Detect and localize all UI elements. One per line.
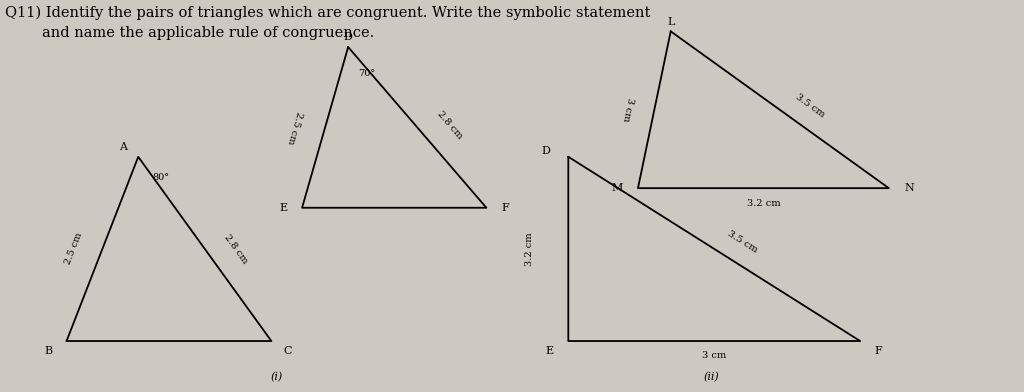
Text: 3.5 cm: 3.5 cm [795,93,826,119]
Text: 2.5 cm: 2.5 cm [63,232,84,266]
Text: C: C [284,346,292,356]
Text: D: D [344,32,352,42]
Text: (ii): (ii) [703,372,720,382]
Text: (i): (i) [270,372,283,382]
Text: D: D [542,146,550,156]
Text: N: N [904,183,914,193]
Text: F: F [501,203,509,213]
Text: 2.8 cm: 2.8 cm [436,110,464,141]
Text: 3 cm: 3 cm [621,97,635,123]
Text: E: E [546,346,554,356]
Text: 3.2 cm: 3.2 cm [525,232,534,266]
Text: Q11) Identify the pairs of triangles which are congruent. Write the symbolic sta: Q11) Identify the pairs of triangles whi… [5,6,650,40]
Text: B: B [44,346,52,356]
Text: 3.2 cm: 3.2 cm [746,199,780,207]
Text: 2.5 cm: 2.5 cm [286,110,303,145]
Text: F: F [874,346,883,356]
Text: M: M [611,183,624,193]
Text: E: E [280,203,288,213]
Text: 3 cm: 3 cm [702,352,726,360]
Text: 80°: 80° [153,173,169,181]
Text: L: L [667,16,675,27]
Text: 70°: 70° [358,69,375,78]
Text: 2.8 cm: 2.8 cm [222,233,249,265]
Text: 3.5 cm: 3.5 cm [726,229,760,255]
Text: A: A [119,142,127,152]
